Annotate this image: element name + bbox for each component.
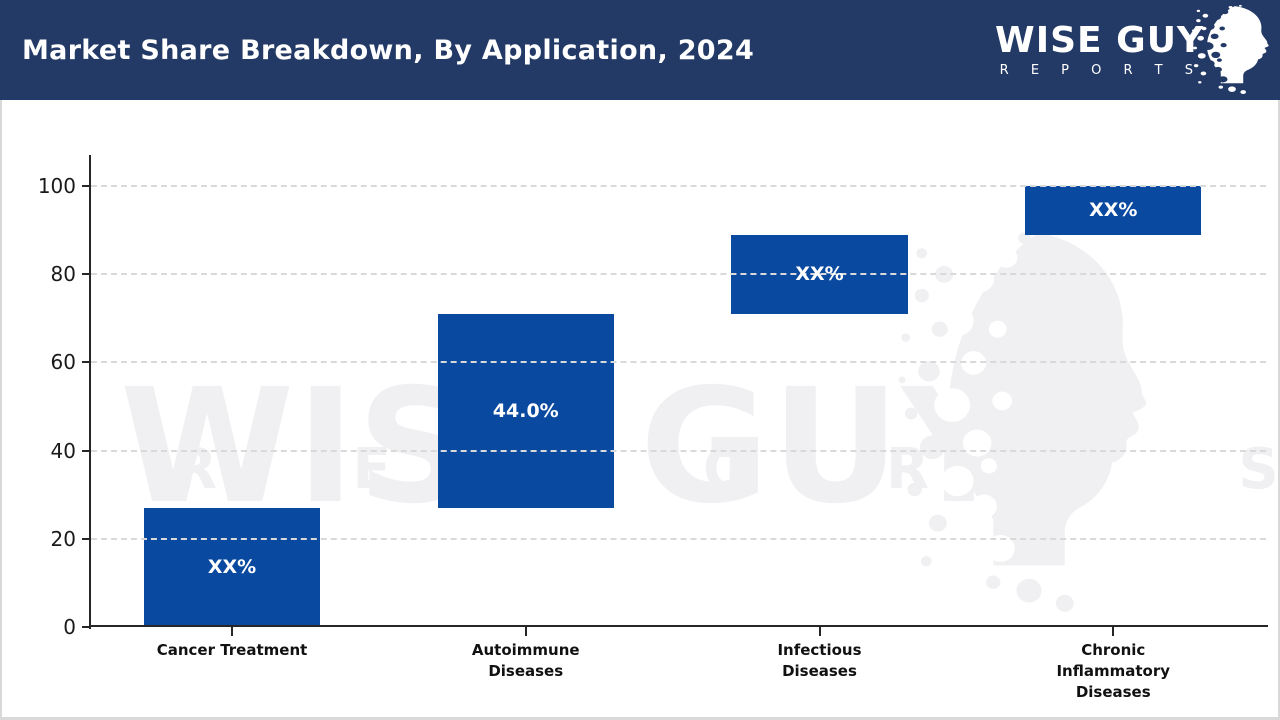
gridline [91,449,1266,452]
y-tick-label: 0 [63,615,76,639]
y-tick-label: 60 [50,350,76,375]
y-axis-line [89,155,91,629]
x-category-label: Autoimmune Diseases [471,641,580,680]
header-bar: Market Share Breakdown, By Application, … [0,0,1280,100]
x-tick-mark [1112,627,1115,636]
y-tick-mark [82,185,91,187]
brand-subname: R E P O R T S [999,62,1202,78]
chart-area: WISE GUY R E P O R T S 0 20 40 60 80 100 XX% 4… [2,100,1280,720]
x-axis-line [89,625,1268,627]
bar-segment [1025,186,1202,235]
gridline [91,537,1266,540]
y-tick-label: 40 [50,438,76,463]
gridline [91,361,1266,364]
brand-logo: WISE GUY R E P O R T S [995,5,1280,95]
page-title: Market Share Breakdown, By Application, … [22,34,755,66]
y-tick-mark [82,273,91,276]
y-axis-labels: 0 20 40 60 80 100 [2,155,83,639]
plot-area: XX% 44.0% XX% XX% [82,155,1266,636]
y-tick-label: 20 [50,526,76,551]
y-tick-label: 80 [50,262,76,287]
watermark-head-icon [898,228,1147,612]
y-tick-mark [82,449,91,452]
bar-value-label: 44.0% [492,399,559,422]
x-tick-mark [818,627,821,636]
x-tick-mark [231,627,233,636]
gridline [91,273,1266,276]
brand-logo-text: WISE GUY R E P O R T S [994,19,1204,78]
y-tick-label: 100 [37,174,76,198]
bar-value-label: XX% [795,263,844,286]
bar-segment [437,313,614,508]
x-axis-labels: Cancer Treatment Autoimmune Diseases Infec… [91,640,1266,720]
y-tick-mark [82,361,91,364]
bar-segment [143,507,321,627]
brand-name: WISE GUY [994,19,1204,61]
x-tick-mark [524,627,527,636]
gridline [91,185,1266,187]
x-category-label: Chronic Inflammatory Diseases [1056,641,1171,701]
x-category-label: Cancer Treatment [156,641,308,659]
bar-value-label: XX% [1089,199,1138,222]
bar-value-label: XX% [207,556,257,579]
y-tick-mark [82,537,91,540]
y-tick-mark [82,626,91,628]
x-category-label: Infectious Diseases [777,641,862,680]
